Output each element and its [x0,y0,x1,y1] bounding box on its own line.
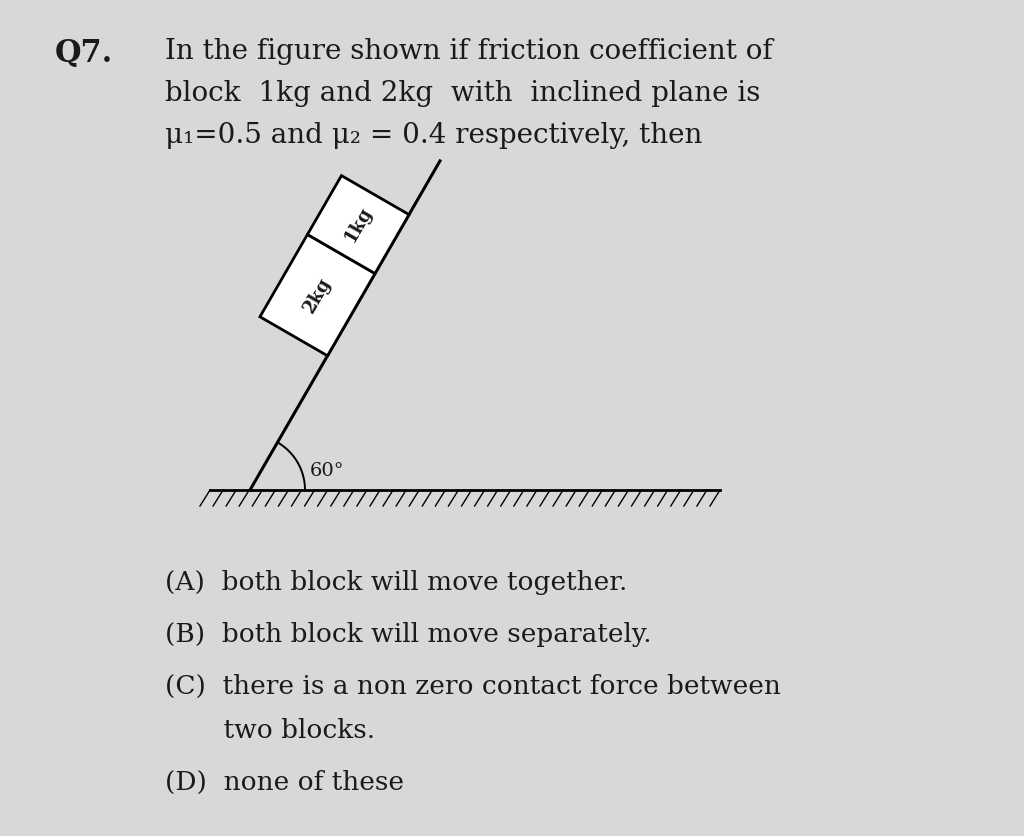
Text: two blocks.: two blocks. [165,718,375,743]
Text: (A)  both block will move together.: (A) both block will move together. [165,570,628,595]
Text: μ₁=0.5 and μ₂ = 0.4 respectively, then: μ₁=0.5 and μ₂ = 0.4 respectively, then [165,122,702,149]
Text: (B)  both block will move separately.: (B) both block will move separately. [165,622,651,647]
Text: In the figure shown if friction coefficient of: In the figure shown if friction coeffici… [165,38,773,65]
Polygon shape [307,176,409,273]
Text: 60°: 60° [310,462,344,480]
Text: (C)  there is a non zero contact force between: (C) there is a non zero contact force be… [165,674,781,699]
Text: block  1kg and 2kg  with  inclined plane is: block 1kg and 2kg with inclined plane is [165,80,761,107]
Text: 2kg: 2kg [300,274,335,316]
Text: 1kg: 1kg [341,204,376,245]
Text: Q7.: Q7. [55,38,114,69]
Text: (D)  none of these: (D) none of these [165,770,404,795]
Polygon shape [260,234,375,356]
